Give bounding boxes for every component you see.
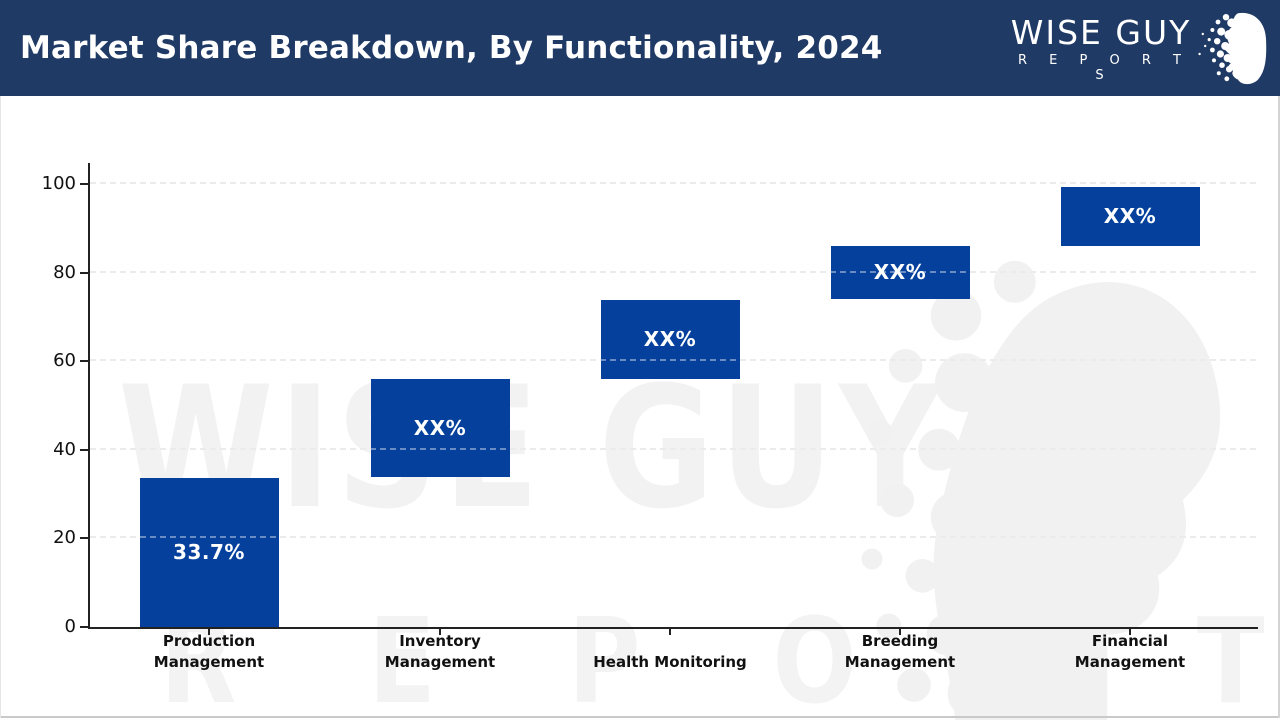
bar-inventory-management: XX%: [370, 378, 510, 477]
x-tick-mark-4: [1129, 629, 1131, 635]
x-category-label-1: Inventory Management: [384, 632, 496, 671]
bar-health-monitoring: XX%: [600, 300, 740, 379]
gridline-overlay-40: [90, 447, 1256, 450]
y-axis-line: [88, 163, 90, 629]
gridline-40: [90, 447, 1256, 450]
image-bottom-border: [0, 716, 1280, 718]
y-tick-mark-60: [80, 360, 88, 363]
bar-value-label: XX%: [413, 415, 467, 440]
logo-wordmark: WISE GUY: [1010, 13, 1192, 52]
image-right-border: [1278, 96, 1280, 718]
y-tick-mark-0: [80, 626, 88, 628]
gridline-overlay-20: [90, 536, 1256, 539]
gridline-80: [90, 270, 1256, 273]
y-tick-label-80: 80: [53, 261, 76, 283]
gridline-overlay-80: [90, 270, 1256, 273]
bar-production-management: 33.7%: [139, 477, 279, 627]
gridline-20: [90, 536, 1256, 539]
y-tick-label-100: 100: [41, 173, 76, 195]
y-tick-mark-40: [80, 448, 88, 451]
x-category-label-4: Financial Management: [1074, 632, 1186, 671]
x-tick-mark-2: [669, 629, 671, 635]
gridline-100: [90, 182, 1256, 185]
image-left-border: [0, 96, 1, 718]
watermark-head-icon: [861, 260, 1221, 720]
y-tick-label-0: 0: [64, 616, 76, 637]
gridline-overlay-60: [90, 359, 1256, 362]
x-axis-line: [88, 627, 1258, 629]
bar-financial-management: XX%: [1060, 187, 1200, 246]
x-tick-mark-0: [208, 629, 210, 635]
y-tick-label-20: 20: [53, 527, 76, 549]
x-category-label-0: Production Management: [153, 632, 265, 671]
wiseguy-head-icon: [1198, 12, 1267, 85]
gridline-overlay-100: [90, 182, 1256, 185]
logo-text: WISE GUY R E P O R T S: [1010, 13, 1192, 83]
bar-value-label: 33.7%: [173, 540, 245, 565]
y-tick-mark-20: [80, 537, 88, 540]
y-tick-label-40: 40: [53, 438, 76, 460]
chart-canvas: WISE GUY R E P O R T S: [0, 96, 1280, 720]
wiseguy-logo: WISE GUY R E P O R T S: [1010, 6, 1270, 92]
x-category-label-3: Breeding Management: [844, 632, 956, 671]
bar-value-label: XX%: [873, 260, 927, 285]
bar-breeding-management: XX%: [830, 245, 970, 300]
y-tick-label-60: 60: [53, 350, 76, 372]
x-tick-mark-1: [439, 629, 441, 635]
chart-title: Market Share Breakdown, By Functionality…: [20, 30, 883, 66]
x-tick-mark-3: [899, 629, 901, 635]
logo-subtext: R E P O R T S: [1018, 52, 1190, 83]
bar-value-label: XX%: [643, 327, 697, 352]
plot-area: 0 20 40 60 80 100 33.7% Production Management XX…: [42, 155, 1258, 671]
x-category-label-2: Health Monitoring: [593, 653, 747, 671]
bar-value-label: XX%: [1103, 204, 1157, 229]
y-tick-mark-80: [80, 271, 88, 274]
y-tick-mark-100: [80, 183, 88, 186]
header-bar: Market Share Breakdown, By Functionality…: [0, 0, 1280, 96]
